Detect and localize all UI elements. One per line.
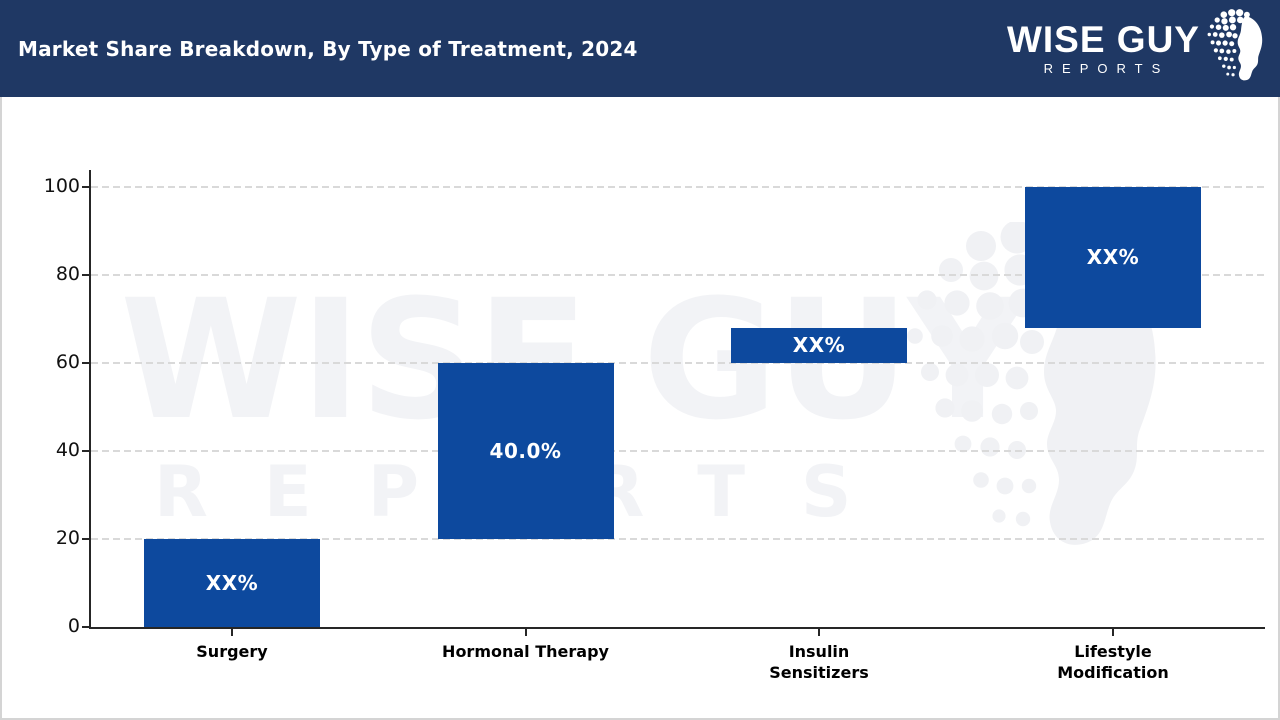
- page-title: Market Share Breakdown, By Type of Treat…: [18, 36, 638, 61]
- category-label-line: Lifestyle: [1074, 642, 1152, 661]
- gridline-80: [91, 274, 1265, 276]
- y-tick-label-0: 0: [67, 615, 80, 637]
- y-tick-mark-60: [82, 362, 90, 364]
- category-label-line: Modification: [1057, 663, 1169, 682]
- y-tick-mark-100: [82, 186, 90, 188]
- header: Market Share Breakdown, By Type of Treat…: [0, 0, 1280, 97]
- category-label-line: Insulin: [788, 642, 850, 661]
- x-tick-mark-2: [818, 629, 820, 636]
- bar-value-label: XX%: [205, 571, 259, 595]
- y-tick-mark-80: [82, 274, 90, 276]
- bar-surgery: XX%: [144, 539, 320, 627]
- y-tick-label-100: 100: [43, 175, 80, 197]
- gridline-60: [91, 362, 1265, 364]
- logo-title: WISE GUY: [1006, 19, 1200, 60]
- x-tick-mark-0: [231, 629, 233, 636]
- bar-value-label: XX%: [1086, 245, 1140, 270]
- x-tick-mark-1: [524, 629, 527, 636]
- bar-lifestyle-modification: XX%: [1025, 187, 1201, 328]
- bar-hormonal therapy: 40.0%: [437, 363, 614, 539]
- logo-head-icon: [1207, 8, 1263, 80]
- x-axis-line: [89, 627, 1265, 629]
- y-tick-label-60: 60: [55, 351, 80, 373]
- category-label-1: Hormonal Therapy: [411, 641, 641, 662]
- category-label-line: Hormonal Therapy: [442, 642, 609, 661]
- gridline-20: [91, 538, 1265, 540]
- y-tick-mark-20: [82, 538, 90, 540]
- category-label-line: Surgery: [196, 642, 268, 661]
- y-axis-line: [89, 170, 91, 629]
- y-tick-label-20: 20: [55, 527, 80, 549]
- bar-value-label: XX%: [792, 333, 846, 358]
- category-label-0: Surgery: [117, 641, 347, 662]
- y-tick-mark-0: [82, 626, 90, 628]
- bar-insulin-sensitizers: XX%: [731, 327, 907, 363]
- logo-wordmark: WISE GUY REPORTS: [1007, 21, 1200, 76]
- x-tick-mark-3: [1112, 629, 1114, 636]
- logo-subtitle: REPORTS: [1043, 61, 1170, 76]
- category-label-3: Lifestyle Modification: [998, 641, 1228, 683]
- category-label-2: Insulin Sensitizers: [704, 641, 934, 683]
- gridline-100: [91, 186, 1265, 188]
- y-tick-label-40: 40: [55, 439, 80, 461]
- y-tick-mark-40: [82, 450, 90, 452]
- bar-value-label: 40.0%: [489, 439, 562, 463]
- gridline-40: [91, 450, 1265, 452]
- wise-guy-logo: WISE GUY REPORTS: [1007, 0, 1270, 97]
- y-tick-label-80: 80: [55, 263, 80, 285]
- category-label-line: Sensitizers: [769, 663, 869, 682]
